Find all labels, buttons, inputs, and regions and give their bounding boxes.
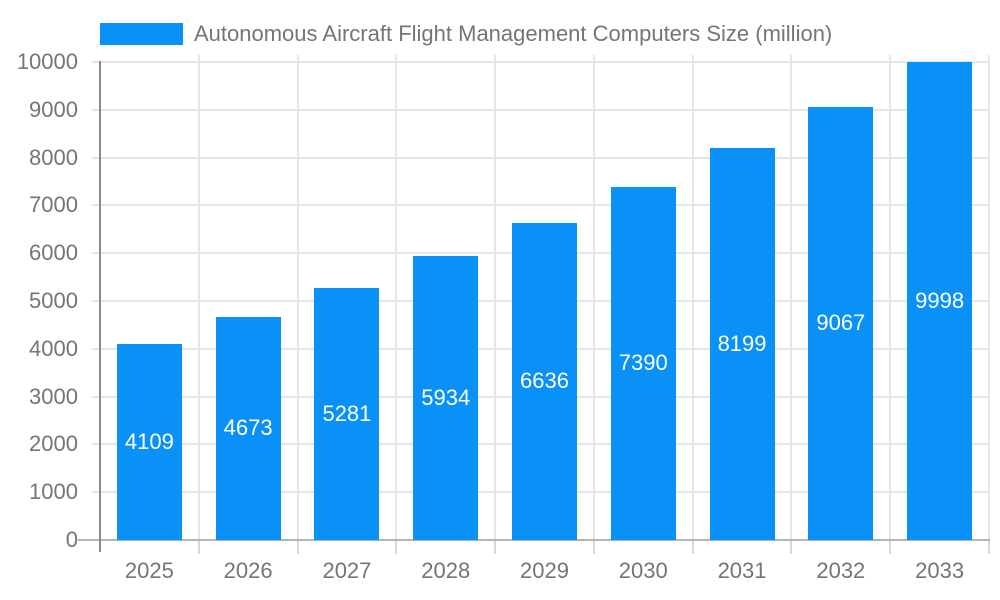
y-tick-label: 4000 [29, 335, 78, 361]
x-tick-label: 2030 [618, 558, 668, 583]
y-tick-label: 0 [65, 527, 78, 552]
x-gridline [691, 55, 694, 540]
plot-area: 4109 4673 5281 5934 6636 7390 8199 9067 9998 [78, 55, 990, 554]
y-tick-label: 10000 [16, 49, 78, 74]
y-tick-label: 6000 [29, 240, 78, 266]
bar: 6636 [512, 222, 577, 540]
x-tick-mark [889, 540, 892, 554]
x-gridline [296, 55, 299, 540]
y-tick-label: 8000 [29, 144, 78, 170]
x-tick-label: 2027 [322, 558, 372, 583]
bar-value-label: 4673 [223, 415, 273, 441]
bar-value-label: 4109 [124, 428, 174, 454]
x-axis-line [78, 539, 990, 541]
bar-value-label: 9998 [915, 288, 965, 314]
y-tick-label: 9000 [29, 96, 78, 122]
x-tick-label: 2033 [915, 558, 965, 583]
x-tick-label: 2032 [816, 558, 866, 583]
bar: 9998 [907, 62, 973, 540]
x-gridline [395, 55, 398, 540]
bar: 7390 [610, 186, 676, 540]
x-gridline [790, 55, 793, 540]
legend: Autonomous Aircraft Flight Management Co… [100, 21, 832, 47]
x-tick-label: 2031 [717, 558, 767, 583]
x-tick-mark [395, 540, 398, 554]
x-tick-label: 2029 [520, 558, 569, 583]
x-tick-mark [988, 540, 990, 554]
x-tick-mark [494, 540, 497, 554]
y-tick-label: 2000 [29, 431, 78, 457]
y-gridline [92, 156, 989, 159]
bar-value-label: 8199 [717, 331, 767, 357]
bar-value-label: 6636 [520, 368, 569, 394]
x-tick-mark [592, 540, 595, 554]
bar: 9067 [808, 106, 874, 540]
y-gridline [92, 108, 989, 111]
x-gridline [494, 55, 497, 540]
bar: 5934 [413, 256, 479, 540]
x-tick-label: 2025 [124, 558, 174, 583]
y-tick-label: 1000 [29, 479, 78, 505]
x-tick-mark [197, 540, 200, 554]
x-gridline [197, 55, 200, 540]
bar: 4109 [116, 343, 182, 540]
x-gridline [592, 55, 595, 540]
x-gridline [889, 55, 892, 540]
legend-series-label: Autonomous Aircraft Flight Management Co… [194, 21, 833, 46]
legend-swatch [100, 23, 183, 45]
bar: 4673 [215, 316, 281, 540]
y-gridline [92, 61, 989, 63]
y-tick-label: 5000 [29, 288, 78, 313]
y-tick-label: 3000 [29, 383, 78, 409]
y-tick-label: 7000 [29, 192, 78, 218]
y-axis-line [99, 61, 101, 552]
bar-value-label: 7390 [618, 350, 668, 376]
bar-value-label: 9067 [816, 310, 866, 336]
bar-value-label: 5281 [322, 400, 372, 426]
x-tick-label: 2028 [421, 558, 471, 583]
x-tick-mark [691, 540, 694, 554]
x-tick-label: 2026 [223, 558, 273, 583]
x-tick-mark [296, 540, 299, 554]
y-gridline [92, 204, 989, 207]
bar: 5281 [314, 287, 380, 540]
bar-value-label: 5934 [421, 385, 471, 411]
x-gridline [988, 55, 990, 540]
bar: 8199 [709, 148, 775, 540]
x-tick-mark [790, 540, 793, 554]
